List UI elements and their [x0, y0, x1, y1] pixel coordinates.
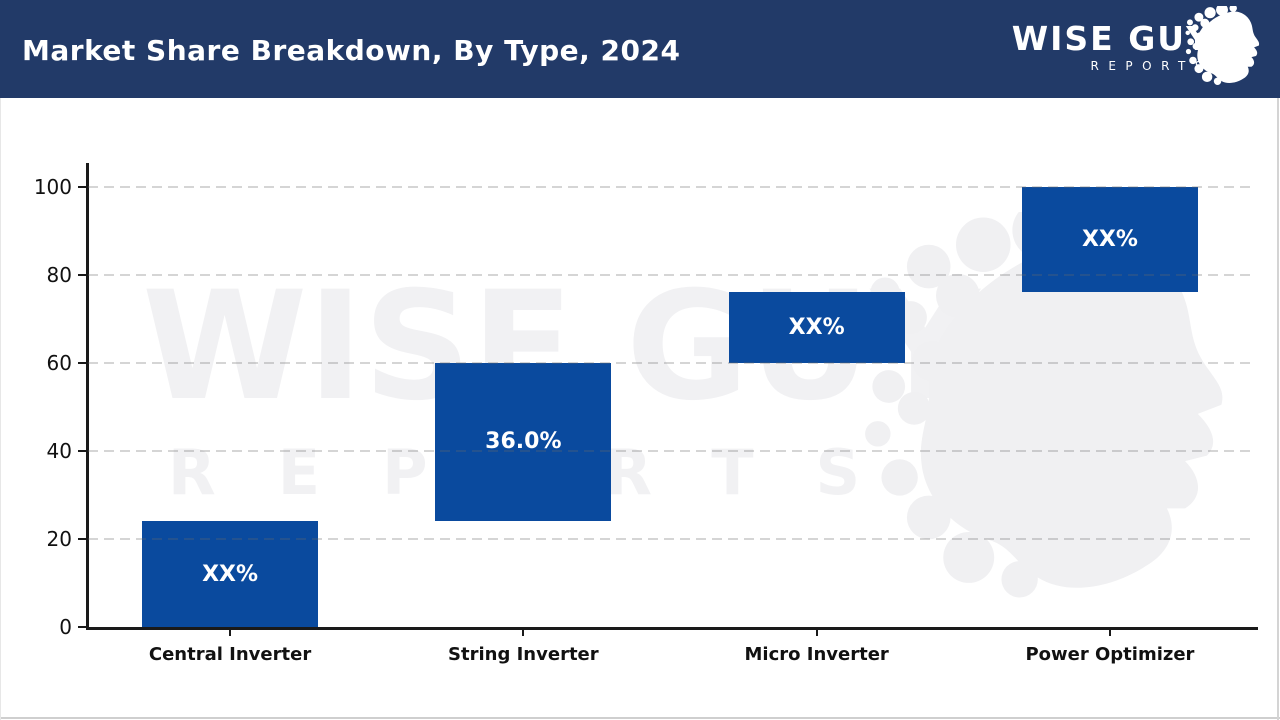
y-tick-label: 100	[33, 174, 72, 199]
bar-segment: XX%	[728, 292, 905, 363]
x-tick-mark	[229, 629, 232, 636]
gridline-20	[88, 537, 1256, 540]
wise-guy-logo: WISE GUY REPORTS	[1012, 6, 1266, 88]
y-tick-mark	[78, 273, 86, 276]
y-tick-label: 60	[46, 350, 72, 375]
bar-value-label: XX%	[1081, 226, 1138, 252]
y-tick-mark	[78, 361, 86, 364]
gridline-100	[88, 185, 1256, 188]
y-tick-mark	[78, 185, 86, 188]
x-tick-mark	[815, 629, 818, 636]
bar-value-label: XX%	[788, 314, 845, 340]
x-category-label: String Inverter	[448, 644, 599, 665]
gridline-80	[88, 273, 1256, 276]
left-rule	[0, 98, 1, 720]
y-tick-mark	[78, 537, 86, 540]
y-tick-label: 40	[46, 438, 72, 463]
x-tick-mark	[522, 629, 525, 636]
x-axis-line	[86, 627, 1258, 630]
logo-wordmark-line1: WISE GUY	[1011, 19, 1212, 59]
x-category-label: Power Optimizer	[1025, 644, 1195, 665]
x-category-label: Central Inverter	[148, 644, 312, 665]
gridline-60	[88, 361, 1256, 364]
waterfall-chart: 0 20 40 60 80 100 XX% Central Inverter 36.0% Stri…	[0, 98, 1280, 720]
logo-wordmark-line2: REPORTS	[1090, 58, 1212, 73]
logo-wordmark: WISE GUY REPORTS	[1011, 19, 1212, 73]
bottom-rule	[0, 717, 1280, 719]
header-bar: Market Share Breakdown, By Type, 2024 WI…	[0, 0, 1280, 98]
bar-value-label: 36.0%	[485, 429, 562, 455]
bar-value-label: XX%	[202, 561, 259, 587]
y-tick-label: 80	[46, 262, 72, 287]
x-tick-mark	[1108, 629, 1111, 636]
x-category-label: Micro Inverter	[744, 644, 889, 665]
y-axis-line	[86, 163, 89, 629]
bar-segment: XX%	[142, 521, 319, 627]
y-tick-mark	[78, 626, 86, 628]
y-tick-label: 0	[59, 615, 72, 639]
gridline-40	[88, 449, 1256, 452]
right-rule	[1277, 98, 1279, 720]
bar-segment: 36.0%	[435, 362, 612, 522]
page-title: Market Share Breakdown, By Type, 2024	[22, 34, 681, 67]
y-tick-mark	[78, 449, 86, 452]
y-tick-label: 20	[46, 526, 72, 551]
bar-segment: XX%	[1021, 186, 1198, 293]
